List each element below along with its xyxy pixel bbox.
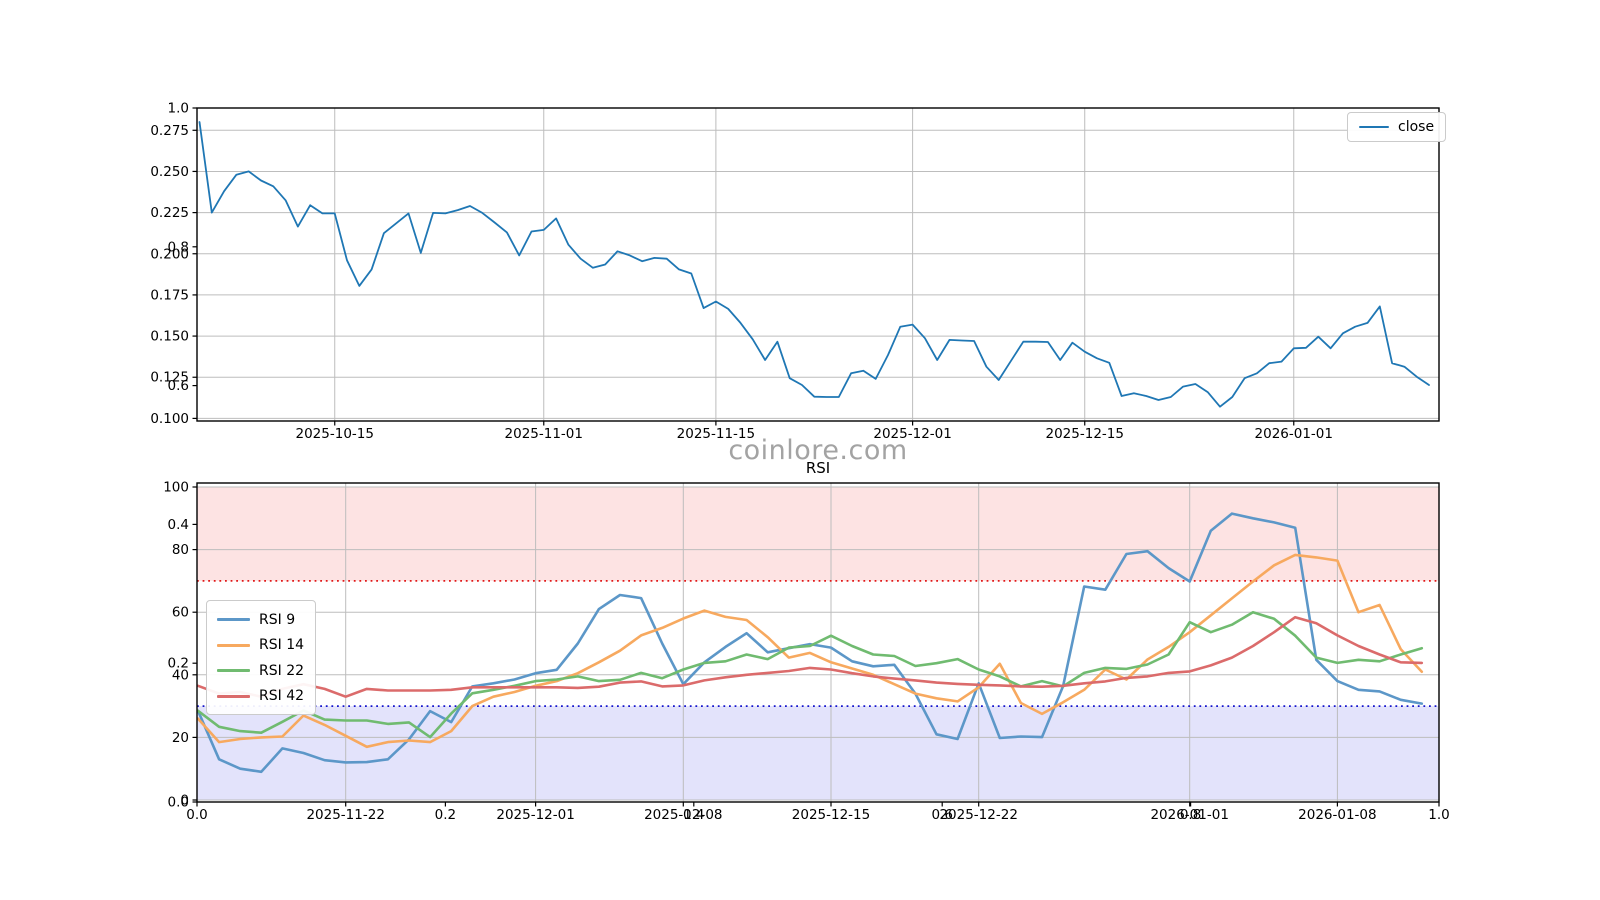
y-tick-label: 0.150	[150, 329, 189, 345]
y-tick-label: 20	[172, 730, 189, 746]
grid-lines	[197, 108, 1439, 421]
x-tick-label: 2025-11-01	[505, 426, 583, 442]
rsi9-legend-label: RSI 9	[259, 611, 296, 628]
x-tick-label: 2026-01-01	[1150, 807, 1228, 823]
rsi42-line	[196, 615, 1424, 699]
overbought-band	[197, 487, 1439, 581]
rsi-legend-item: RSI 22	[217, 658, 315, 683]
overlay-x-tick-label: 0.6	[931, 807, 952, 823]
y-tick-label: 0.200	[150, 246, 189, 262]
x-tick-label: 2025-12-22	[939, 807, 1017, 823]
oversold-band	[197, 706, 1439, 800]
overlay-y-tick-label: 0.8	[168, 239, 189, 255]
rsi-legend-item: RSI 14	[217, 633, 315, 658]
rsi22-legend-label: RSI 22	[259, 662, 305, 679]
rsi-legend-item: RSI 42	[217, 684, 315, 709]
x-tick-label: 2025-12-15	[1046, 426, 1124, 442]
overlay-x-tick-label: 1.0	[1428, 807, 1449, 823]
y-tick-label: 100	[163, 480, 189, 496]
rsi14-legend-swatch	[217, 643, 250, 647]
overlay-y-tick-label: 1.0	[168, 101, 189, 117]
overlay-x-tick-label: 0.8	[1180, 807, 1201, 823]
plot-border	[196, 482, 1440, 803]
plot-border	[196, 107, 1440, 422]
rsi9-line	[196, 512, 1424, 774]
close-line	[198, 121, 1430, 408]
close-legend: close	[1347, 112, 1446, 142]
overlay-y-tick-label: 0.0	[168, 795, 189, 811]
y-tick-label: 60	[172, 605, 189, 621]
close-price-chart-area: 0.100 0.125 0.150 0.175 0.200 0.225 0.250 0.275…	[150, 107, 1440, 442]
rsi22-legend-swatch	[217, 669, 250, 673]
x-tick-label: 2025-11-15	[677, 426, 755, 442]
rsi42-legend-swatch	[217, 694, 250, 698]
overlay-y-tick-label: 0.2	[168, 656, 189, 672]
rsi-legend: RSI 9 RSI 14 RSI 22 RSI 42	[206, 600, 316, 715]
rsi42-legend-label: RSI 42	[259, 688, 305, 705]
close-legend-swatch	[1359, 125, 1389, 129]
overlay-x-tick-label: 0.0	[186, 807, 207, 823]
rsi9-legend-swatch	[217, 618, 250, 621]
rsi14-legend-label: RSI 14	[259, 637, 305, 654]
overlay-x-tick-label: 0.2	[435, 807, 456, 823]
tick-marks	[192, 486, 1339, 807]
y-tick-label: 0	[180, 793, 189, 809]
x-tick-label: 2025-12-01	[496, 807, 574, 823]
y-tick-label: 40	[172, 667, 189, 683]
coinlore-watermark: coinlore.com	[728, 435, 908, 466]
y-tick-label: 0.175	[150, 287, 189, 303]
y-tick-label: 0.125	[150, 370, 189, 386]
overlay-x-tick-label: 0.4	[683, 807, 704, 823]
rsi22-line	[196, 610, 1424, 739]
y-tick-label: 0.225	[150, 205, 189, 221]
overlay-y-tick-label: 0.6	[168, 378, 189, 394]
x-tick-label: 2025-12-01	[873, 426, 951, 442]
y-tick-label: 0.250	[150, 164, 189, 180]
grid-lines	[197, 483, 1439, 802]
rsi-chart-title: RSI	[805, 459, 831, 477]
overlay-axis: 1.0 0.8 0.6 0.4 0.2 0.00.0 0.2 0.4 0.6 0.8 1.0	[168, 101, 1450, 824]
x-tick-label: 2025-11-22	[306, 807, 384, 823]
x-tick-label: 2025-12-08	[644, 807, 722, 823]
x-tick-label: 2025-12-15	[792, 807, 870, 823]
x-tick-label: 2026-01-08	[1298, 807, 1376, 823]
y-tick-label: 80	[172, 542, 189, 558]
rsi-legend-item: RSI 9	[217, 607, 315, 632]
x-tick-label: 2026-01-01	[1255, 426, 1333, 442]
overlay-y-tick-label: 0.4	[168, 517, 189, 533]
y-tick-label: 0.100	[150, 411, 189, 427]
tick-marks	[192, 129, 1295, 426]
close-legend-label: close	[1398, 119, 1435, 135]
x-tick-label: 2025-10-15	[296, 426, 374, 442]
rsi14-line	[196, 553, 1424, 749]
rsi-chart-area: 0 20 40 60 80 100 2025-11-22 2025-12-01 2025-12-…	[163, 480, 1440, 823]
y-tick-label: 0.275	[150, 123, 189, 139]
